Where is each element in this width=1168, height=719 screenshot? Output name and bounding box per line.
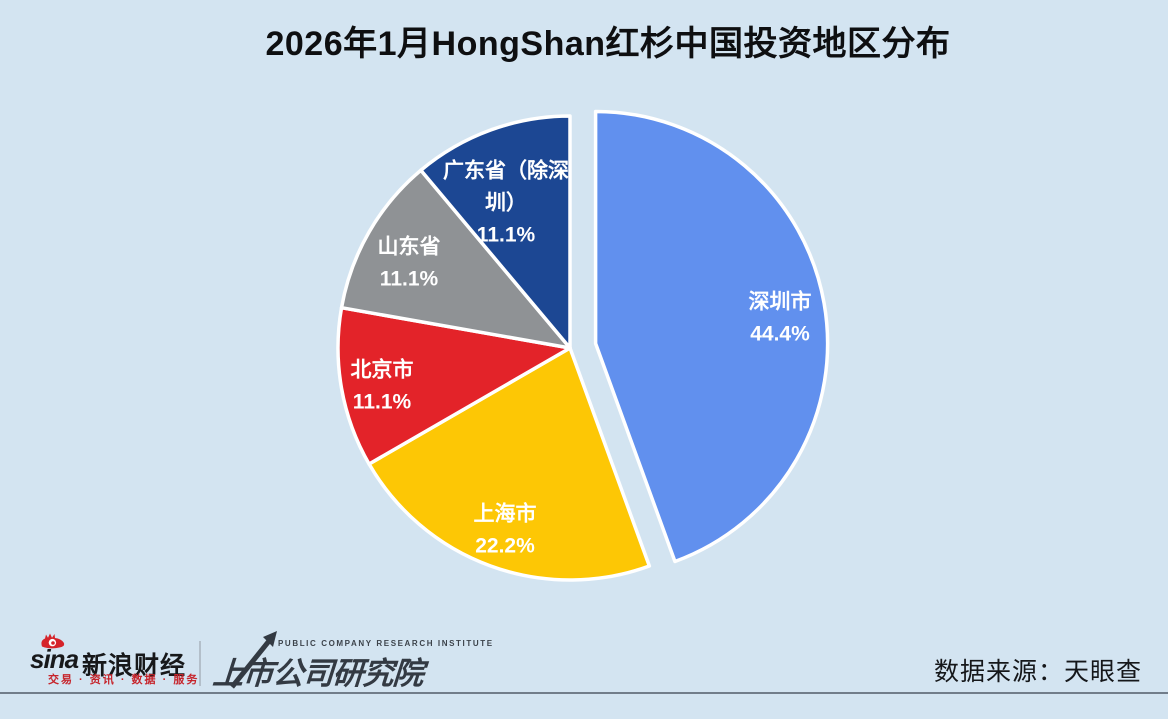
pie-slice-label-2-line-1: 11.1%: [353, 391, 412, 414]
pie-slice-label-4-line-1: 圳）: [485, 191, 527, 215]
pie-slice-0: [593, 109, 830, 564]
pie-slice-label-3-line-1: 11.1%: [380, 268, 439, 291]
sina-eye-icon: [41, 633, 65, 649]
pie-slice-label-3-line-0: 山东省: [378, 235, 441, 259]
footer-rule: [0, 692, 1168, 694]
pie-slice-label-4-line-0: 广东省（除深: [443, 159, 569, 183]
pie-slice-label-1-line-1: 22.2%: [475, 535, 535, 558]
pie-slice-label-4-line-2: 11.1%: [477, 224, 536, 247]
chart-title: 2026年1月HongShan红杉中国投资地区分布: [265, 25, 951, 63]
arrow-icon: [230, 631, 277, 689]
sina-tagline: 交易 · 资讯 · 数据 · 服务: [48, 674, 200, 686]
pie-slice-label-0-line-0: 深圳市: [749, 290, 812, 314]
pie-slice-4: [419, 114, 572, 350]
pie-slice-label-2-line-0: 北京市: [351, 358, 414, 382]
pie-slice-3: [339, 168, 572, 350]
pie-slice-label-1-line-0: 上海市: [474, 502, 537, 526]
footer-divider: [199, 641, 201, 686]
pie-slice-2: [336, 305, 572, 466]
sina-finance-logo: 新浪财经: [82, 652, 187, 680]
sina-wordmark: sina: [30, 644, 79, 674]
pie-slice-1: [367, 346, 652, 582]
data-source: 数据来源：天眼查: [933, 658, 1142, 686]
institute-name-en: PUBLIC COMPANY RESEARCH INSTITUTE: [278, 639, 494, 648]
pie-slice-label-0-line-1: 44.4%: [750, 323, 810, 346]
